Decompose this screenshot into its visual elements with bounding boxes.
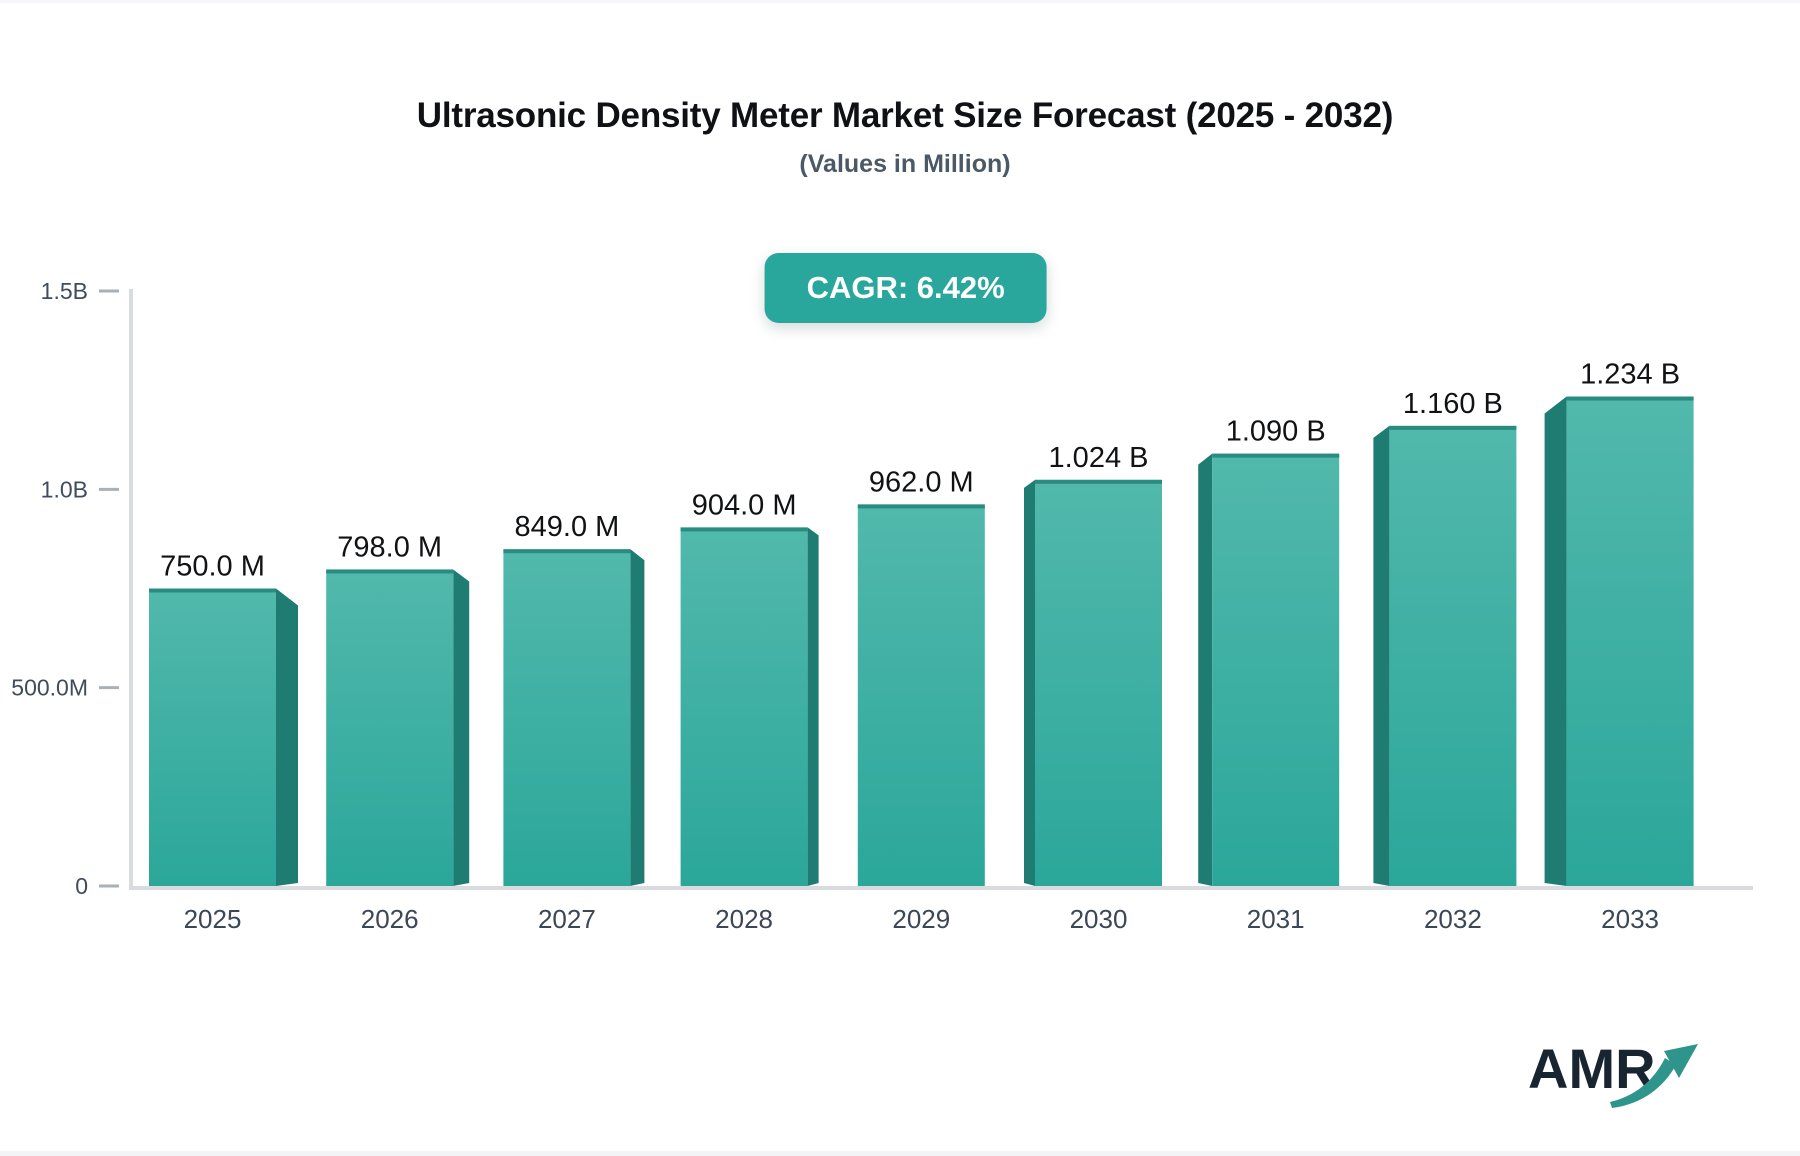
bar-front-face: [1035, 479, 1162, 886]
bar-2031: 1.090 B: [1198, 416, 1340, 886]
bar-2030: 1.024 B: [1024, 442, 1162, 886]
bar-top-edge: [503, 549, 631, 554]
x-axis-category-label: 2025: [184, 904, 242, 934]
bar-front-face: [503, 549, 631, 886]
y-axis-tick-label: 0: [75, 873, 88, 899]
chart-title: Ultrasonic Density Meter Market Size For…: [416, 96, 1394, 135]
bar-2027: 849.0 M: [503, 511, 645, 886]
bar-side-face: [1198, 453, 1213, 886]
chart-subtitle: (Values in Million): [799, 150, 1011, 178]
bar-top-edge: [1212, 453, 1340, 458]
bar-top-edge: [1389, 425, 1517, 430]
bar-2032: 1.160 B: [1373, 388, 1517, 886]
bar-2025: 750.0 M: [149, 551, 298, 886]
bar-value-label: 904.0 M: [692, 489, 797, 521]
bottom-edge-strip: [0, 1151, 1800, 1156]
bar-front-face: [149, 588, 276, 886]
bar-value-label: 849.0 M: [515, 511, 620, 543]
bar-top-edge: [1035, 479, 1162, 484]
bar-side-face: [1544, 396, 1567, 886]
y-axis-tick-label: 500.0M: [11, 675, 88, 701]
bar-side-face: [807, 527, 819, 886]
bar-value-label: 1.024 B: [1049, 442, 1149, 474]
x-axis-category-label: 2030: [1070, 904, 1128, 934]
x-axis-category-label: 2031: [1247, 904, 1305, 934]
bar-top-edge: [857, 504, 985, 509]
x-axis-category-label: 2027: [538, 904, 596, 934]
x-axis-category-label: 2033: [1601, 904, 1659, 934]
bar-side-face: [453, 569, 470, 886]
amr-logo-text: AMR: [1528, 1037, 1656, 1100]
bar-value-label: 1.234 B: [1580, 359, 1680, 391]
bar-front-face: [326, 569, 454, 886]
bar-side-face: [276, 588, 298, 886]
bar-front-face: [680, 527, 808, 886]
bar-front-face: [1566, 396, 1694, 886]
bar-top-edge: [680, 527, 808, 532]
bar-value-label: 962.0 M: [869, 466, 974, 498]
bar-2033: 1.234 B: [1544, 359, 1694, 886]
bar-front-face: [857, 504, 985, 886]
y-axis-tick-label: 1.5B: [41, 278, 88, 304]
cagr-badge: CAGR: 6.42%: [764, 253, 1047, 323]
bar-front-face: [1212, 453, 1340, 886]
bar-value-label: 1.160 B: [1403, 388, 1503, 420]
bar-front-face: [1389, 425, 1517, 886]
bar-side-face: [630, 549, 645, 886]
x-axis-category-label: 2032: [1424, 904, 1482, 934]
bar-2029: 962.0 M: [857, 466, 985, 886]
x-axis-category-label: 2029: [892, 904, 950, 934]
top-edge-strip: [0, 0, 1800, 3]
bar-value-label: 798.0 M: [337, 531, 442, 563]
y-axis-tick-label: 1.0B: [41, 476, 88, 502]
x-axis-category-label: 2026: [361, 904, 419, 934]
bar-side-face: [1024, 479, 1035, 886]
bar-top-edge: [1566, 396, 1694, 401]
bar-value-label: 1.090 B: [1226, 416, 1326, 448]
amr-logo-arrow-icon: [1610, 1044, 1698, 1108]
bar-value-label: 750.0 M: [160, 551, 265, 583]
x-axis-category-label: 2028: [715, 904, 773, 934]
bar-top-edge: [326, 569, 454, 574]
bar-2026: 798.0 M: [326, 531, 470, 886]
bar-side-face: [1373, 425, 1390, 886]
bar-top-edge: [149, 588, 276, 593]
bar-2028: 904.0 M: [680, 489, 819, 886]
